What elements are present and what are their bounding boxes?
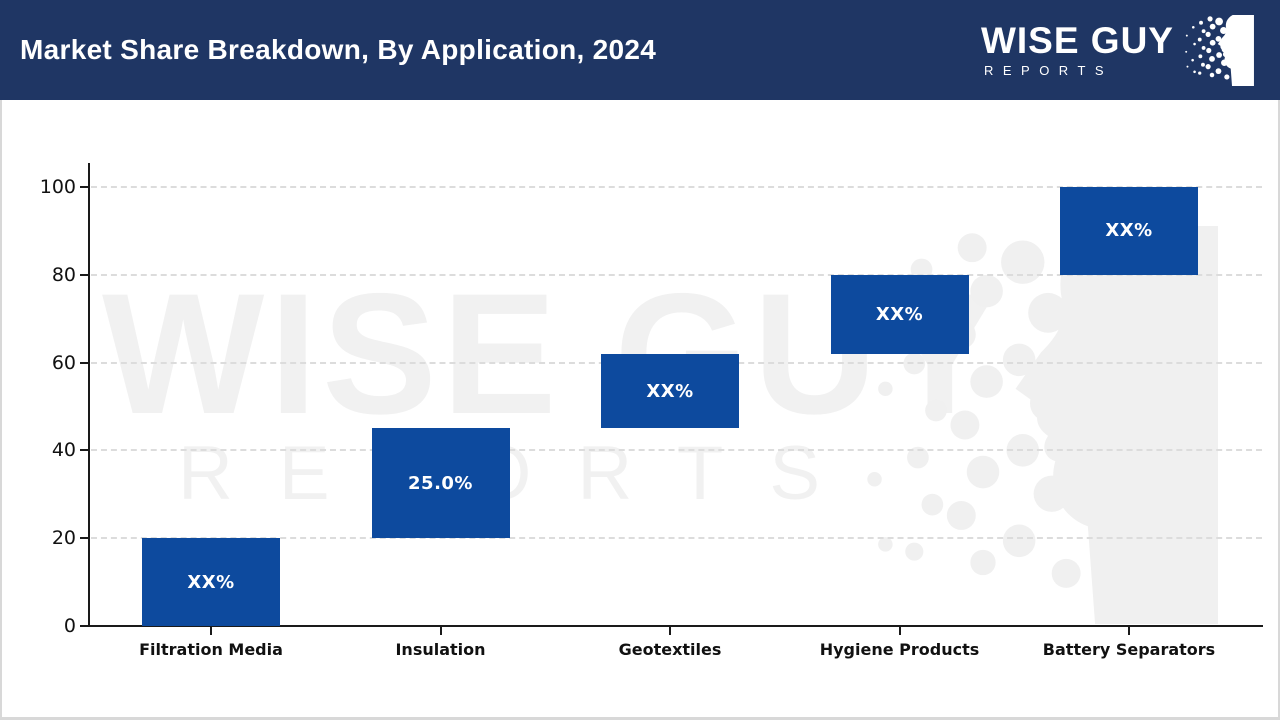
bar-battery-separators: XX% <box>1060 187 1198 275</box>
head-profile-dots-icon <box>1185 14 1254 86</box>
x-tick-battery-separators <box>1128 627 1130 635</box>
bar-value-label-insulation: 25.0% <box>408 472 473 494</box>
y-tick-label-100: 100 <box>39 176 76 198</box>
logo-subtitle: REPORTS <box>983 63 1114 78</box>
bar-value-label-battery-separators: XX% <box>1105 220 1153 242</box>
bar-hygiene-products: XX% <box>830 274 969 354</box>
wise-guy-logo-text: WISE GUY REPORTS <box>981 22 1174 78</box>
bar-value-label-geotextiles: XX% <box>646 380 694 402</box>
header-bar: Market Share Breakdown, By Application, … <box>0 0 1280 100</box>
gridline-20 <box>91 537 1262 540</box>
x-tick-insulation <box>439 627 442 635</box>
y-tick-100 <box>80 186 88 188</box>
x-tick-hygiene-products <box>898 627 901 635</box>
y-tick-label-0: 0 <box>63 615 76 637</box>
y-tick-20 <box>80 537 88 540</box>
x-axis-label-hygiene-products: Hygiene Products <box>819 640 980 659</box>
wise-guy-logo: WISE GUY REPORTS <box>981 14 1254 86</box>
y-tick-label-20: 20 <box>51 527 76 550</box>
bar-geotextiles: XX% <box>601 353 739 429</box>
y-tick-label-40: 40 <box>51 439 76 462</box>
y-tick-40 <box>80 449 88 452</box>
chart-title: Market Share Breakdown, By Application, … <box>20 34 657 65</box>
x-axis-label-insulation: Insulation <box>395 640 486 659</box>
x-tick-geotextiles <box>669 627 671 635</box>
bar-insulation: 25.0% <box>371 428 510 539</box>
y-axis-spine <box>88 163 90 627</box>
bar-value-label-filtration-media: XX% <box>187 571 235 593</box>
bar-value-label-hygiene-products: XX% <box>875 303 924 325</box>
y-tick-0 <box>80 625 88 627</box>
y-tick-label-60: 60 <box>51 351 76 374</box>
y-tick-60 <box>80 361 88 364</box>
bar-filtration-media: XX% <box>142 538 280 626</box>
gridline-80 <box>91 273 1262 276</box>
y-tick-80 <box>80 273 88 276</box>
gridline-40 <box>91 449 1262 452</box>
watermark-head-profile-dots-icon <box>867 226 1218 624</box>
logo-wordmark: WISE GUY <box>980 20 1174 61</box>
x-axis-label-battery-separators: Battery Separators <box>1042 640 1216 659</box>
x-axis-spine <box>88 625 1263 627</box>
y-tick-label-80: 80 <box>51 263 76 286</box>
x-tick-filtration-media <box>210 627 212 635</box>
x-axis-label-filtration-media: Filtration Media <box>139 640 283 659</box>
gridline-100 <box>91 186 1262 188</box>
x-axis-label-geotextiles: Geotextiles <box>618 640 722 659</box>
